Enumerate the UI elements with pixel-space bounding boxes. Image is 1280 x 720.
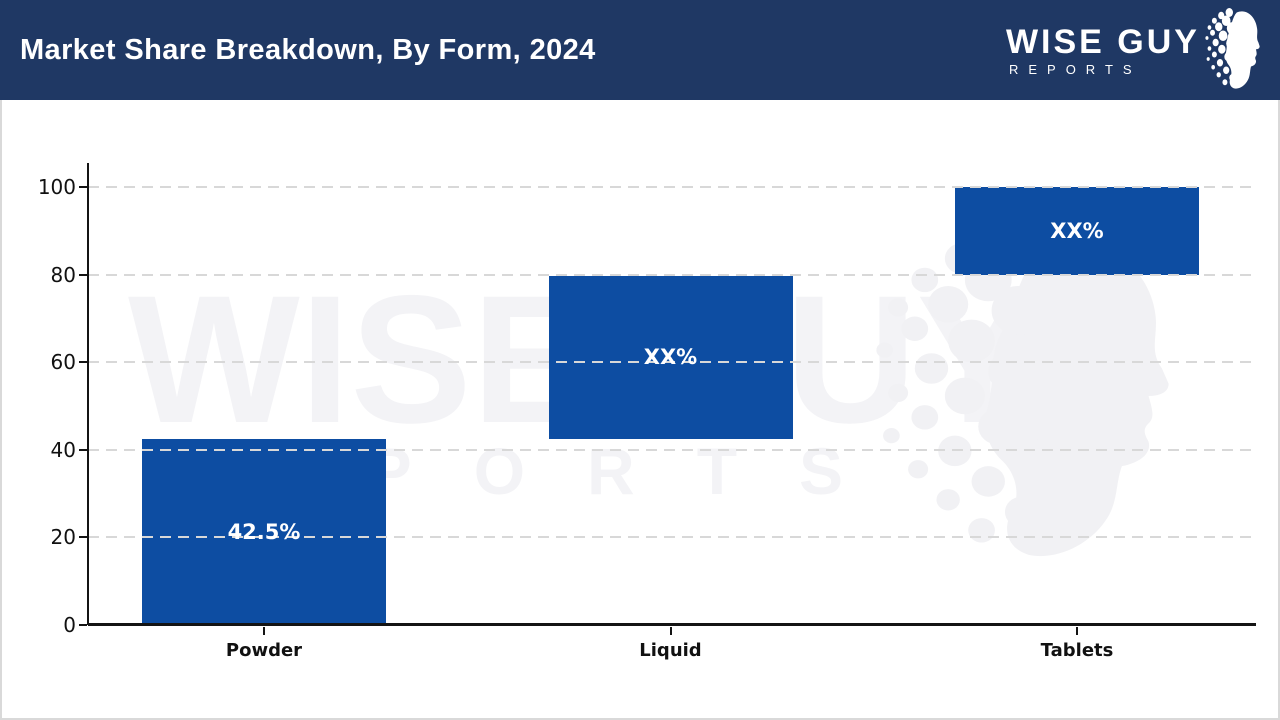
brand-logo: WISE GUY REPORTS	[1006, 8, 1264, 92]
bar-powder	[142, 438, 386, 625]
grid-line	[88, 186, 1256, 188]
chart-canvas: WISE GUY REPORTS 42.5% XX% XX% Powder	[0, 100, 1280, 720]
gridlines-layer	[88, 163, 1256, 625]
grid-line	[88, 536, 1256, 539]
bar-value-label-powder: 42.5%	[227, 519, 301, 544]
axes-layer: Powder Liquid Tablets 0 20 40 60 80 100	[38, 163, 1256, 661]
y-tick-label: 0	[63, 613, 76, 637]
y-axis-line	[87, 163, 89, 625]
x-axis-line	[88, 623, 1256, 626]
y-tick-label: 20	[50, 525, 76, 550]
brand-logo-text: WISE GUY REPORTS	[1006, 25, 1200, 76]
x-axis-label-tablets: Tablets	[1040, 640, 1114, 661]
logo-wordmark: WISE GUY	[1005, 22, 1200, 61]
x-tick-mark	[1076, 627, 1078, 635]
y-tick-mark	[79, 273, 87, 276]
logo-subtext: REPORTS	[1008, 61, 1142, 77]
header-bar: Market Share Breakdown, By Form, 2024 WI…	[0, 0, 1280, 100]
y-tick-label: 60	[50, 350, 76, 375]
plot-area: 42.5% XX% XX% Powder Liquid Tablets 0 20 4…	[38, 163, 1256, 661]
x-tick-mark	[263, 627, 265, 635]
chart-title: Market Share Breakdown, By Form, 2024	[20, 33, 596, 66]
bar-liquid	[548, 275, 793, 439]
y-tick-label: 80	[50, 262, 76, 287]
y-tick-mark	[79, 448, 87, 451]
grid-line	[88, 273, 1256, 276]
y-tick-label: 40	[50, 437, 76, 462]
y-tick-label: 100	[37, 175, 76, 199]
y-tick-mark	[79, 624, 87, 626]
grid-line	[88, 361, 1256, 364]
x-tick-mark	[669, 627, 672, 635]
x-axis-label-powder: Powder	[225, 640, 303, 661]
bar-value-label-liquid: XX%	[643, 345, 698, 370]
logo-head-icon	[1205, 8, 1260, 89]
y-tick-mark	[79, 361, 87, 364]
y-tick-mark	[79, 536, 87, 539]
y-tick-mark	[79, 186, 87, 188]
x-axis-label-liquid: Liquid	[639, 640, 702, 661]
grid-line	[88, 448, 1256, 451]
